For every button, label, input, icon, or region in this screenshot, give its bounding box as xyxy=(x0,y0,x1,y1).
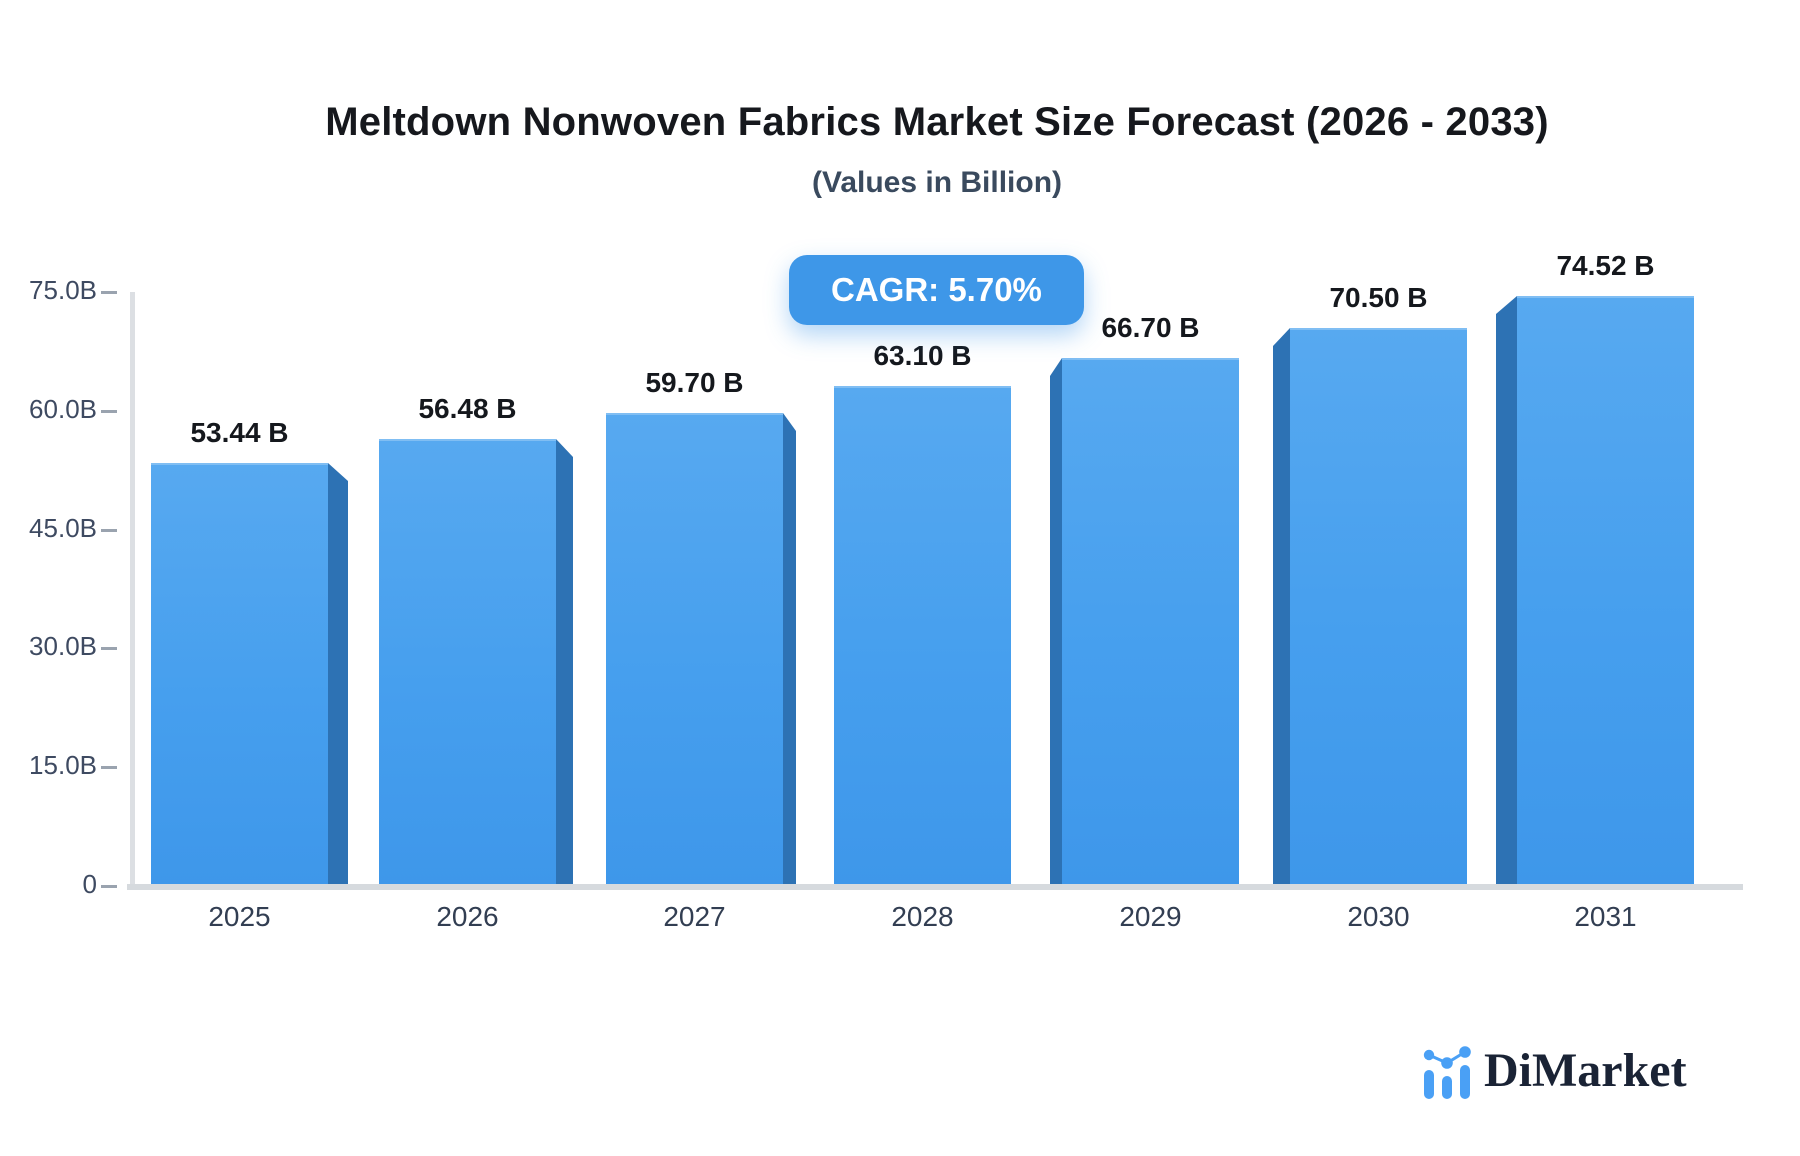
bar-face xyxy=(834,386,1011,886)
bar-value-label: 70.50 B xyxy=(1329,282,1428,313)
x-tick-label: 2025 xyxy=(208,901,271,932)
logo-text: DiMarket xyxy=(1484,1044,1687,1097)
y-tick-mark xyxy=(101,766,117,770)
bar-value-label: 63.10 B xyxy=(873,340,972,371)
y-tick-mark xyxy=(101,291,117,294)
bar-side xyxy=(1496,296,1517,886)
bar-side xyxy=(556,439,573,886)
bar-value-label: 74.52 B xyxy=(1556,250,1655,281)
bar-chart-logo-icon xyxy=(1422,1042,1472,1100)
bar-face xyxy=(379,439,556,886)
y-tick-mark xyxy=(101,647,117,651)
x-tick-label: 2029 xyxy=(1119,901,1182,932)
y-tick-label: 45.0B xyxy=(29,512,97,543)
bar-value-label: 53.44 B xyxy=(190,417,289,448)
x-tick-label: 2028 xyxy=(891,901,954,932)
cagr-badge: CAGR: 5.70% xyxy=(789,255,1084,325)
bar-value-label: 56.48 B xyxy=(418,393,517,424)
bar-side xyxy=(1273,328,1290,886)
y-tick-label: 75.0B xyxy=(29,275,97,305)
x-tick-label: 2026 xyxy=(436,901,499,932)
x-tick-label: 2027 xyxy=(663,901,726,932)
bar-side xyxy=(328,463,348,886)
bar-value-label: 59.70 B xyxy=(645,367,744,398)
y-tick-mark xyxy=(101,409,117,413)
y-tick-label: 30.0B xyxy=(29,631,97,662)
logo: DiMarket xyxy=(1422,1042,1687,1100)
x-axis-line xyxy=(127,884,1743,890)
x-tick-label: 2030 xyxy=(1347,901,1410,932)
bar-face xyxy=(1517,296,1694,886)
x-tick-label: 2031 xyxy=(1574,901,1637,932)
bar-side xyxy=(1050,358,1062,886)
y-tick-mark xyxy=(101,528,117,532)
y-tick-label: 15.0B xyxy=(29,750,97,781)
bar-side xyxy=(783,413,796,886)
bar-value-label: 66.70 B xyxy=(1101,312,1200,343)
bar-face xyxy=(1062,358,1239,886)
chart-title: Meltdown Nonwoven Fabrics Market Size Fo… xyxy=(325,100,1549,144)
chart-subtitle: (Values in Billion) xyxy=(811,166,1063,199)
y-axis-line xyxy=(130,292,135,888)
bar-face xyxy=(151,463,328,886)
y-tick-label: 0 xyxy=(82,869,97,899)
y-tick-mark xyxy=(101,885,117,888)
y-tick-label: 60.0B xyxy=(29,393,97,424)
bar-face xyxy=(1290,328,1467,886)
bar-face xyxy=(606,413,783,886)
